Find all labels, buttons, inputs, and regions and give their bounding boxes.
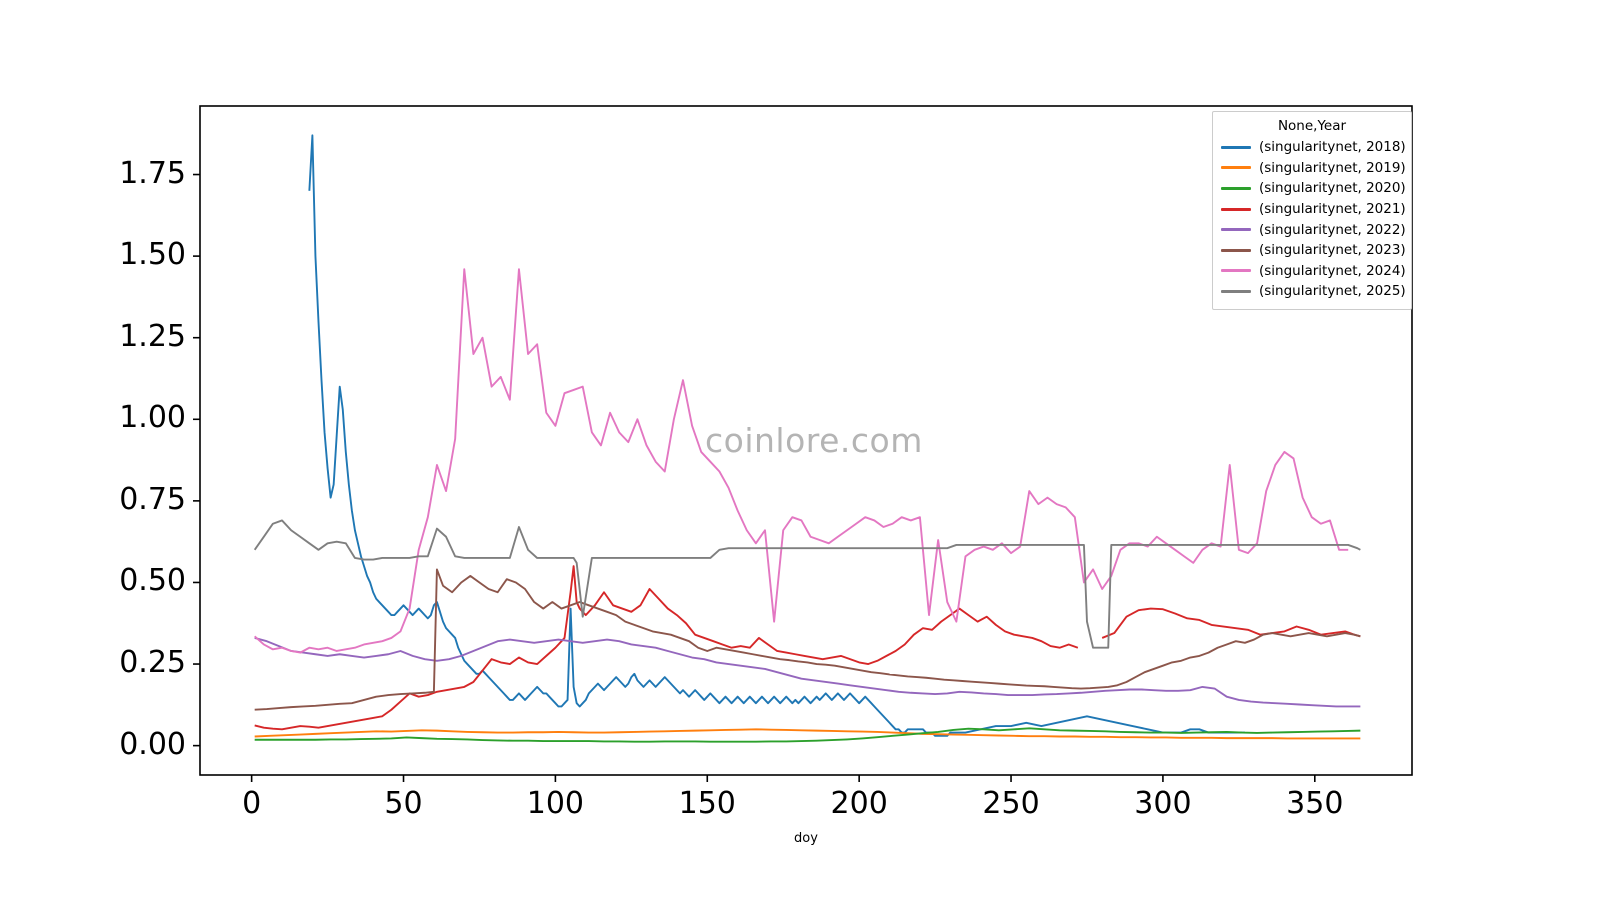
legend-entry-label: (singularitynet, 2022)	[1259, 221, 1406, 238]
data-series-group	[253, 134, 1361, 743]
y-tick-label: 0.75	[119, 481, 186, 517]
legend-entry-label: (singularitynet, 2023)	[1259, 242, 1406, 259]
legend-entry-label: (singularitynet, 2021)	[1259, 201, 1406, 218]
watermark-text: coinlore.com	[705, 421, 923, 460]
legend-color-swatch	[1221, 228, 1251, 232]
legend-entry[interactable]: (singularitynet, 2025)	[1221, 281, 1406, 302]
x-axis-label: doy	[794, 831, 818, 846]
legend-entry[interactable]: (singularitynet, 2021)	[1221, 199, 1406, 220]
legend-entry-label: (singularitynet, 2020)	[1259, 180, 1406, 197]
series-line	[254, 727, 1361, 743]
y-tick-label: 0.50	[119, 563, 186, 599]
axes-background	[199, 105, 1413, 776]
series-line	[254, 565, 1079, 731]
x-tick-label: 0	[242, 786, 262, 821]
legend-entry[interactable]: (singularitynet, 2018)	[1221, 137, 1406, 158]
y-tick-marks	[193, 173, 200, 747]
y-tick-label: 0.00	[119, 726, 186, 762]
legend-entry-label: (singularitynet, 2018)	[1259, 139, 1406, 156]
legend-color-swatch	[1221, 269, 1251, 273]
series-line	[254, 268, 1349, 654]
chart-legend[interactable]: None,Year (singularitynet, 2018) (singula…	[1212, 111, 1412, 310]
legend-entry[interactable]: (singularitynet, 2022)	[1221, 219, 1406, 240]
y-tick-label: 1.75	[119, 155, 186, 191]
x-tick-label: 100	[526, 786, 585, 821]
series-line	[254, 728, 1361, 740]
legend-entry[interactable]: (singularitynet, 2023)	[1221, 240, 1406, 261]
legend-color-swatch	[1221, 289, 1251, 293]
y-tick-label: 0.25	[119, 645, 186, 681]
legend-color-swatch	[1221, 166, 1251, 170]
legend-entries: (singularitynet, 2018) (singularitynet, 2…	[1221, 137, 1406, 302]
x-tick-label: 200	[830, 786, 888, 821]
legend-entry[interactable]: (singularitynet, 2020)	[1221, 178, 1406, 199]
x-tick-label: 150	[678, 786, 736, 821]
legend-entry[interactable]: (singularitynet, 2024)	[1221, 261, 1406, 282]
x-tick-label: 350	[1286, 786, 1344, 821]
legend-color-swatch	[1221, 207, 1251, 211]
y-tick-label: 1.00	[119, 400, 186, 436]
legend-color-swatch	[1221, 248, 1251, 252]
legend-entry-label: (singularitynet, 2024)	[1259, 262, 1406, 279]
legend-entry[interactable]: (singularitynet, 2019)	[1221, 158, 1406, 179]
legend-entry-label: (singularitynet, 2019)	[1259, 159, 1406, 176]
x-tick-label: 250	[982, 786, 1040, 821]
y-tick-label: 1.50	[119, 237, 186, 273]
legend-title: None,Year	[1277, 118, 1347, 134]
legend-color-swatch	[1221, 145, 1251, 149]
legend-entry-label: (singularitynet, 2025)	[1259, 283, 1406, 300]
y-tick-label: 1.25	[119, 318, 186, 354]
x-tick-label: 50	[384, 786, 423, 821]
x-tick-label: 300	[1134, 786, 1192, 821]
series-line	[254, 568, 1361, 711]
x-tick-marks	[250, 775, 1316, 782]
series-line	[254, 637, 1361, 708]
series-line	[1101, 607, 1361, 639]
legend-color-swatch	[1221, 186, 1251, 190]
series-line	[253, 519, 1361, 649]
